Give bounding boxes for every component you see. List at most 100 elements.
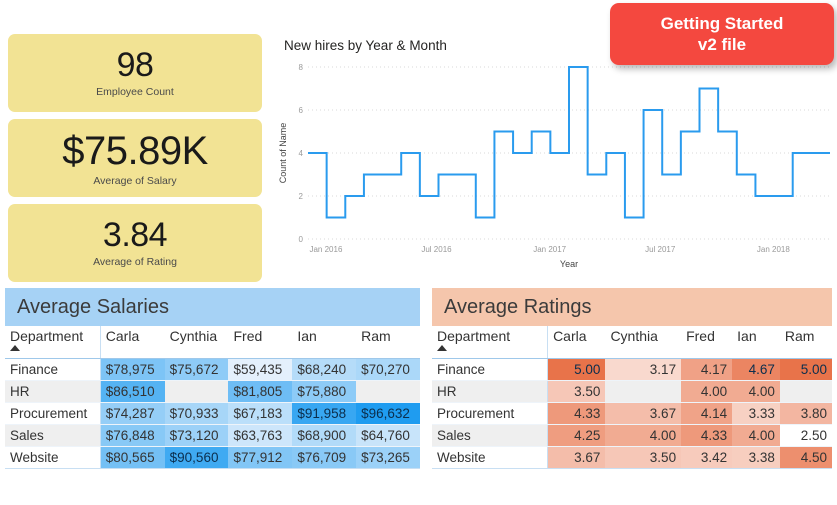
kpi-card-average-salary[interactable]: $75.89K Average of Salary	[8, 119, 262, 197]
column-header-cynthia[interactable]: Cynthia	[605, 326, 682, 359]
cell-value[interactable]: 4.00	[732, 424, 780, 447]
cell-value[interactable]: $59,435	[228, 358, 293, 381]
cell-value[interactable]: 4.67	[732, 358, 780, 381]
sort-ascending-icon[interactable]	[437, 345, 447, 351]
average-salaries-matrix[interactable]: Average Salaries Department Carla Cynthi…	[5, 288, 420, 469]
cell-value[interactable]: $76,848	[100, 424, 165, 447]
cell-department[interactable]: Procurement	[5, 402, 101, 425]
cell-value[interactable]: $74,287	[100, 402, 165, 425]
svg-text:Jul 2017: Jul 2017	[645, 245, 676, 254]
cell-value[interactable]: $73,120	[164, 424, 229, 447]
kpi-value: 98	[116, 45, 154, 84]
cell-value[interactable]: $77,912	[228, 446, 293, 469]
cell-value[interactable]: 3.33	[732, 402, 780, 425]
cell-value[interactable]: $91,958	[292, 402, 357, 425]
cell-value[interactable]	[164, 380, 229, 403]
column-header-ram[interactable]: Ram	[356, 326, 420, 359]
table-row[interactable]: Sales $76,848 $73,120 $63,763 $68,900 $64,760	[5, 424, 420, 447]
cell-value[interactable]: $81,805	[228, 380, 293, 403]
cell-value[interactable]: 4.33	[681, 424, 733, 447]
cell-value[interactable]: $73,265	[356, 446, 420, 469]
column-header-ian[interactable]: Ian	[292, 326, 357, 359]
column-header-ian[interactable]: Ian	[732, 326, 780, 359]
cell-value[interactable]: 4.14	[681, 402, 733, 425]
cell-value[interactable]: $63,763	[228, 424, 293, 447]
cell-value[interactable]: 3.38	[732, 446, 780, 469]
cell-value[interactable]: 4.25	[547, 424, 606, 447]
cell-value[interactable]: $70,933	[164, 402, 229, 425]
ratings-table[interactable]: Department Carla Cynthia Fred Ian Ram Fi…	[432, 326, 832, 469]
kpi-card-employee-count[interactable]: 98 Employee Count	[8, 34, 262, 112]
table-row[interactable]: Finance 5.00 3.17 4.17 4.67 5.00	[432, 358, 832, 381]
column-header-carla[interactable]: Carla	[100, 326, 165, 359]
cell-value[interactable]: $96,632	[356, 402, 420, 425]
cell-department[interactable]: Procurement	[432, 402, 549, 425]
column-header-cynthia[interactable]: Cynthia	[164, 326, 229, 359]
cell-value[interactable]: 3.17	[605, 358, 682, 381]
cell-value[interactable]: $86,510	[100, 380, 165, 403]
cell-value[interactable]: 4.17	[681, 358, 733, 381]
cell-department[interactable]: Website	[5, 446, 101, 469]
cell-value[interactable]: 3.42	[681, 446, 733, 469]
cell-value[interactable]	[356, 380, 420, 403]
ratings-table-body: Finance 5.00 3.17 4.17 4.67 5.00 HR 3.50 4.00 4.0…	[432, 358, 832, 469]
table-row[interactable]: HR $86,510 $81,805 $75,880	[5, 380, 420, 403]
table-row[interactable]: Procurement 4.33 3.67 4.14 3.33 3.80	[432, 402, 832, 425]
cell-department[interactable]: HR	[5, 380, 101, 403]
cell-department[interactable]: Sales	[432, 424, 549, 447]
cell-value[interactable]: 3.80	[779, 402, 832, 425]
cell-value[interactable]: $90,560	[164, 446, 229, 469]
cell-value[interactable]: 5.00	[547, 358, 606, 381]
cell-value[interactable]: 2.50	[779, 424, 832, 447]
table-row[interactable]: HR 3.50 4.00 4.00	[432, 380, 832, 403]
cell-value[interactable]: $68,240	[292, 358, 357, 381]
cell-value[interactable]: 3.67	[547, 446, 606, 469]
cell-value[interactable]: $68,900	[292, 424, 357, 447]
column-header-department[interactable]: Department	[432, 326, 549, 359]
column-header-department[interactable]: Department	[5, 326, 101, 359]
chart-x-ticks: Jan 2016 Jul 2016 Jan 2017 Jul 2017 Jan 2018	[309, 245, 790, 254]
salaries-table[interactable]: Department Carla Cynthia Fred Ian Ram Fi…	[5, 326, 420, 469]
cell-value[interactable]: $80,565	[100, 446, 165, 469]
cell-department[interactable]: Finance	[5, 358, 101, 381]
cell-value[interactable]	[605, 380, 682, 403]
svg-text:Jan 2017: Jan 2017	[533, 245, 566, 254]
column-header-carla[interactable]: Carla	[547, 326, 606, 359]
cell-value[interactable]: 4.50	[779, 446, 832, 469]
cell-value[interactable]: 3.50	[605, 446, 682, 469]
cell-value[interactable]: $70,270	[356, 358, 420, 381]
cell-value[interactable]: $75,880	[292, 380, 357, 403]
cell-value[interactable]: $64,760	[356, 424, 420, 447]
column-header-fred[interactable]: Fred	[681, 326, 733, 359]
table-row[interactable]: Finance $78,975 $75,672 $59,435 $68,240 $70,2…	[5, 358, 420, 381]
cell-value[interactable]: $78,975	[100, 358, 165, 381]
table-row[interactable]: Website 3.67 3.50 3.42 3.38 4.50	[432, 446, 832, 469]
cell-value[interactable]: $76,709	[292, 446, 357, 469]
cell-value[interactable]: 4.33	[547, 402, 606, 425]
cell-value[interactable]: 4.00	[732, 380, 780, 403]
cell-value[interactable]: 4.00	[681, 380, 733, 403]
cell-department[interactable]: Finance	[432, 358, 549, 381]
kpi-card-average-rating[interactable]: 3.84 Average of Rating	[8, 204, 262, 282]
sort-ascending-icon[interactable]	[10, 345, 20, 351]
cell-value[interactable]: $67,183	[228, 402, 293, 425]
cell-value[interactable]: 3.50	[547, 380, 606, 403]
average-ratings-matrix[interactable]: Average Ratings Department Carla Cynthia…	[432, 288, 832, 469]
line-chart-card[interactable]: New hires by Year & Month 0 2 4 6 8 Jan 2016…	[276, 34, 836, 282]
cell-value[interactable]: 5.00	[779, 358, 832, 381]
column-header-fred[interactable]: Fred	[228, 326, 293, 359]
cell-value[interactable]	[779, 380, 832, 403]
cell-department[interactable]: HR	[432, 380, 549, 403]
cell-value[interactable]: $75,672	[164, 358, 229, 381]
cell-value[interactable]: 3.67	[605, 402, 682, 425]
table-row[interactable]: Sales 4.25 4.00 4.33 4.00 2.50	[432, 424, 832, 447]
table-header: Department Carla Cynthia Fred Ian Ram	[432, 326, 832, 359]
cell-department[interactable]: Sales	[5, 424, 101, 447]
table-row[interactable]: Website $80,565 $90,560 $77,912 $76,709 $73,2…	[5, 446, 420, 469]
getting-started-callout[interactable]: Getting Started v2 file	[610, 3, 834, 65]
cell-department[interactable]: Website	[432, 446, 549, 469]
column-header-ram[interactable]: Ram	[779, 326, 832, 359]
table-row[interactable]: Procurement $74,287 $70,933 $67,183 $91,958 $…	[5, 402, 420, 425]
cell-value[interactable]: 4.00	[605, 424, 682, 447]
